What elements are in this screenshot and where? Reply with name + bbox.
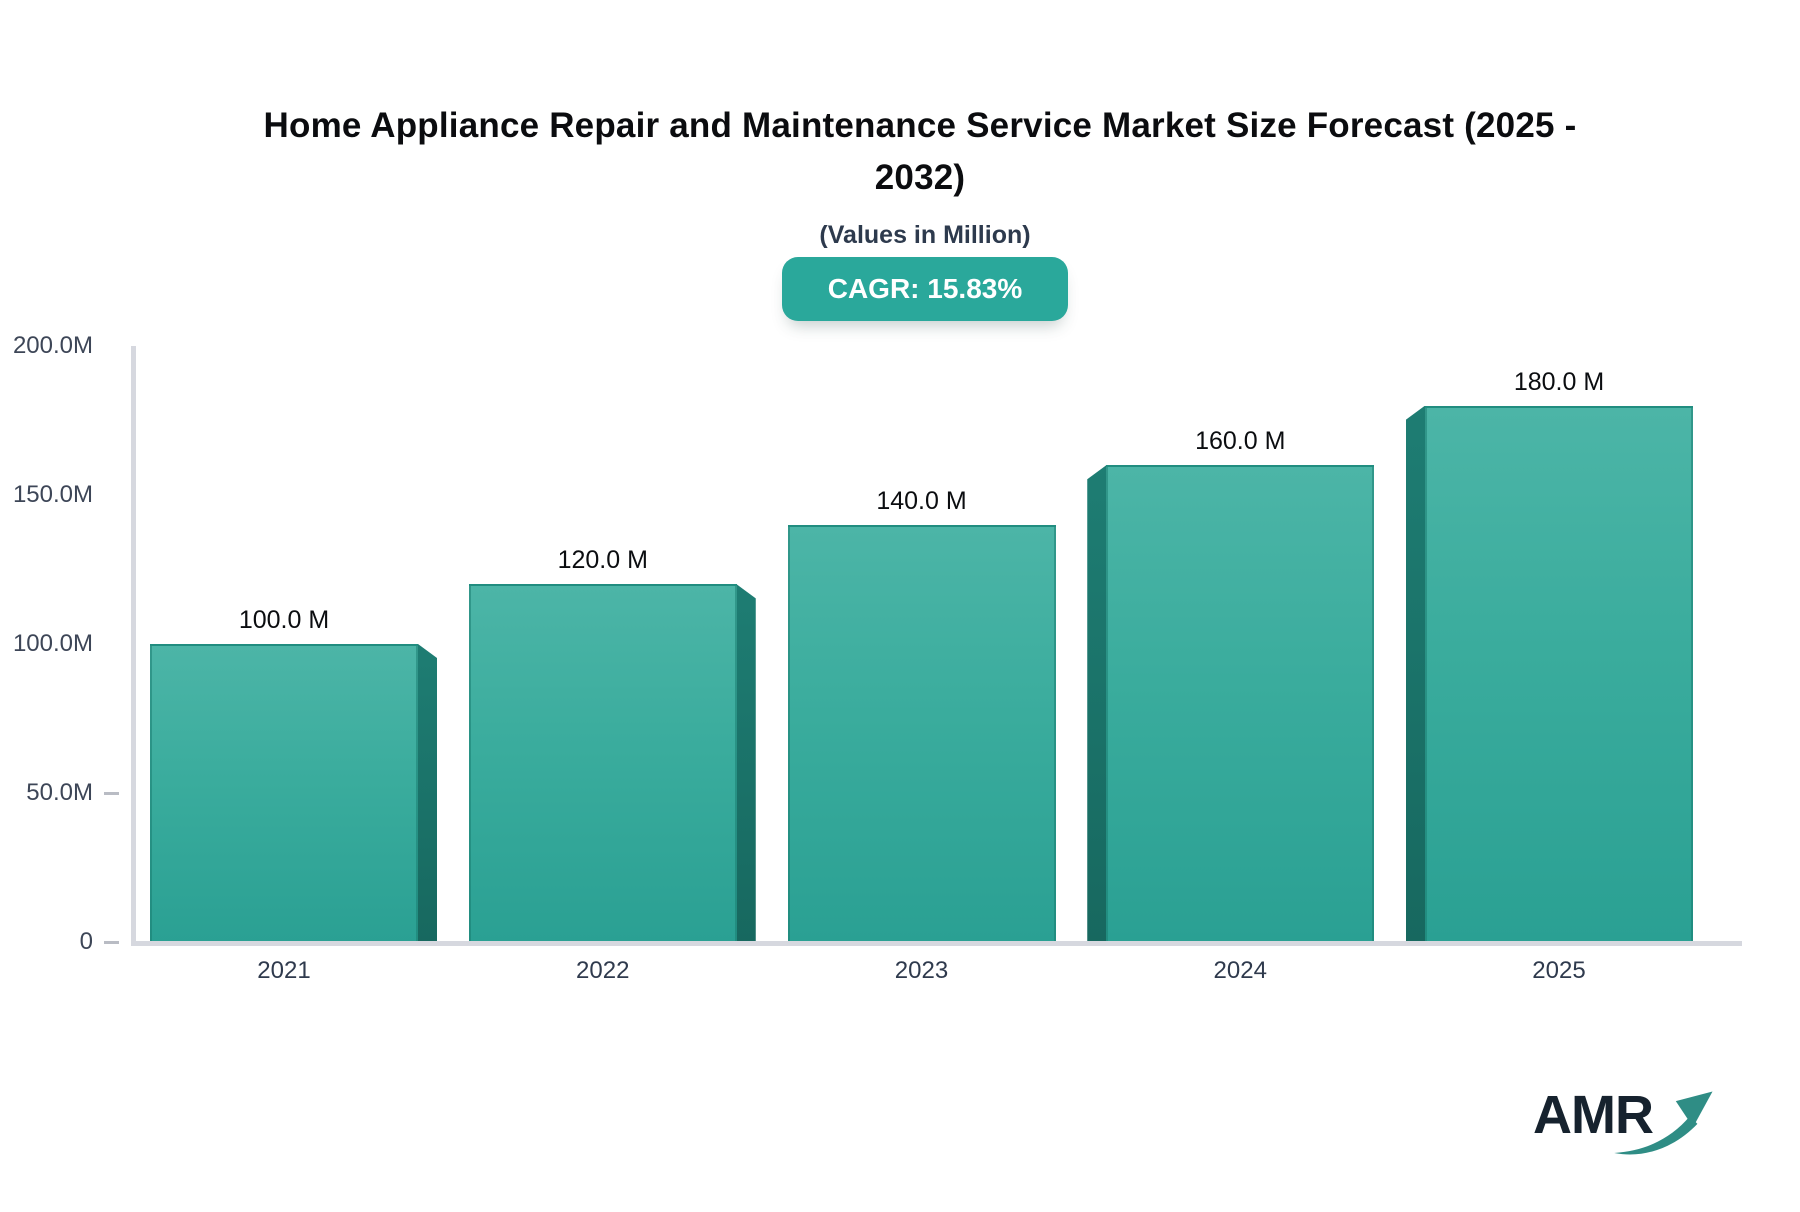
page-title-line2: 2032) bbox=[874, 158, 966, 197]
bar-side-2025 bbox=[1406, 405, 1425, 944]
bar-value-2025: 180.0 M bbox=[1513, 367, 1605, 396]
bar-value-2024: 160.0 M bbox=[1195, 427, 1286, 456]
bar-2025[interactable] bbox=[1425, 405, 1693, 944]
x-tick-label-2021: 2021 bbox=[257, 957, 311, 984]
bar-side-2022 bbox=[736, 584, 756, 944]
y-tick-label: 150.0M bbox=[12, 481, 93, 508]
y-axis-line bbox=[131, 346, 136, 944]
growth-arrow-icon bbox=[1614, 1091, 1713, 1155]
y-tick-label: 200.0M bbox=[12, 332, 93, 359]
cagr-badge: CAGR: 15.83% bbox=[782, 257, 1068, 321]
bar-side-2021 bbox=[418, 644, 437, 944]
y-tick-mark bbox=[104, 792, 119, 795]
chart-subtitle: (Values in Million) bbox=[819, 221, 1031, 249]
page-title: Home Appliance Repair and Maintenance Se… bbox=[20, 100, 1800, 204]
bar-value-2021: 100.0 M bbox=[238, 606, 330, 634]
x-tick-label-2025: 2025 bbox=[1532, 957, 1586, 984]
y-tick-mark bbox=[104, 941, 119, 944]
y-tick-label: 100.0M bbox=[12, 630, 93, 657]
bar-side-2024 bbox=[1087, 465, 1107, 944]
bar-value-2023: 140.0 M bbox=[876, 486, 967, 515]
page-title-line1: Home Appliance Repair and Maintenance Se… bbox=[263, 106, 1577, 145]
x-tick-label-2023: 2023 bbox=[894, 957, 949, 984]
y-tick-label: 0 bbox=[79, 928, 93, 955]
bar-value-2022: 120.0 M bbox=[557, 546, 648, 575]
bar-2022[interactable] bbox=[468, 584, 737, 944]
amr-logo: AMR bbox=[1533, 1086, 1753, 1176]
bar-2021[interactable] bbox=[150, 644, 418, 944]
x-tick-label-2022: 2022 bbox=[576, 957, 630, 984]
x-axis-line bbox=[131, 941, 1742, 946]
bar-2023[interactable] bbox=[787, 524, 1056, 944]
amr-logo-text: AMR bbox=[1533, 1085, 1654, 1145]
x-tick-label-2024: 2024 bbox=[1213, 957, 1267, 984]
bar-2024[interactable] bbox=[1106, 465, 1375, 944]
y-tick-label: 50.0M bbox=[26, 779, 93, 806]
